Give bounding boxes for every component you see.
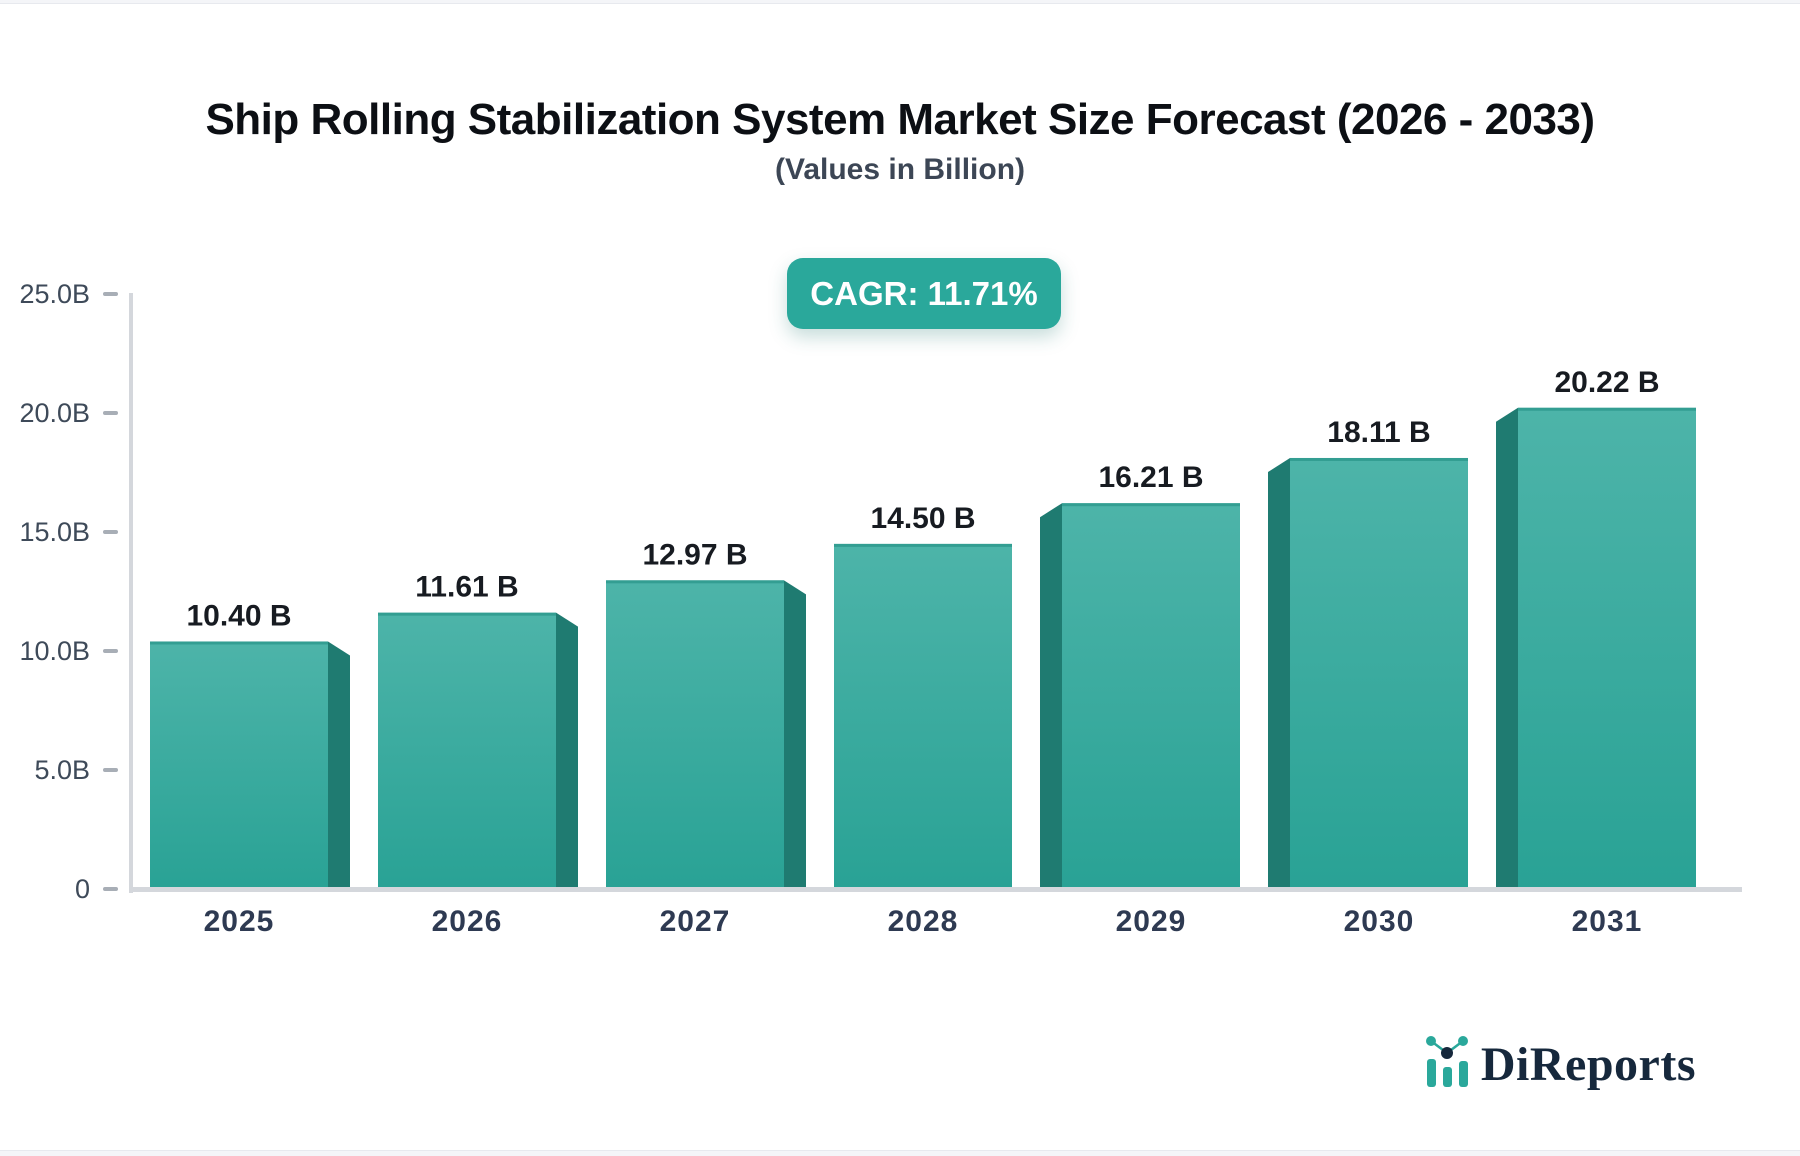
y-tick-mark	[103, 530, 118, 534]
y-tick-label: 10.0B	[19, 636, 90, 666]
bar-top-edge	[1290, 457, 1468, 461]
cagr-badge-label: CAGR: 11.71%	[810, 274, 1038, 312]
bar-2031	[1518, 407, 1696, 889]
bar-top-edge	[1518, 407, 1696, 411]
bar-side-face	[1496, 407, 1518, 889]
bar-side-face	[1040, 503, 1062, 889]
x-axis-label: 2031	[1572, 905, 1643, 938]
x-axis-label: 2026	[432, 905, 503, 938]
y-tick-label: 15.0B	[19, 517, 90, 547]
bar-top-edge	[1062, 503, 1240, 507]
y-tick-label: 20.0B	[19, 398, 90, 428]
x-axis-label: 2025	[204, 905, 275, 938]
bar-value-label: 12.97 B	[642, 538, 747, 571]
y-tick-label: 5.0B	[34, 755, 90, 785]
y-tick-mark	[103, 411, 118, 415]
bar-2029	[1062, 503, 1240, 889]
direports-logo-text: DiReports	[1480, 1038, 1696, 1091]
y-tick-label: 0	[75, 874, 90, 904]
bar-2025	[150, 641, 328, 889]
x-axis-line	[129, 887, 1742, 892]
bar-2026	[378, 612, 556, 889]
chart-title: Ship Rolling Stabilization System Market…	[205, 95, 1595, 144]
x-axis-label: 2029	[1116, 905, 1187, 938]
bar-2030	[1290, 457, 1468, 889]
bar-value-label: 20.22 B	[1554, 366, 1659, 399]
bar-side-face	[556, 612, 578, 889]
y-axis-line	[129, 293, 133, 893]
bar-top-edge	[150, 641, 328, 645]
x-axis-label: 2027	[660, 905, 731, 938]
direports-logo-icon	[1425, 1036, 1468, 1087]
bar-top-edge	[378, 612, 556, 616]
direports-logo: DiReports	[1425, 1031, 1696, 1089]
y-tick-mark	[103, 649, 118, 653]
bar-value-label: 11.61 B	[415, 571, 518, 604]
bar-value-label: 10.40 B	[186, 599, 291, 632]
bar-value-label: 18.11 B	[1327, 416, 1430, 449]
chart-subtitle: (Values in Billion)	[774, 153, 1026, 186]
bar-top-edge	[834, 543, 1012, 547]
y-tick-label: 25.0B	[19, 279, 90, 309]
bar-2028	[834, 543, 1012, 889]
bar-side-face	[1268, 457, 1290, 889]
x-axis-label: 2028	[888, 905, 959, 938]
x-axis-label: 2030	[1344, 905, 1415, 938]
bottom-edge-divider	[0, 1150, 1800, 1151]
bar-side-face	[328, 641, 350, 889]
y-tick-mark	[103, 768, 118, 772]
bar-side-face	[784, 580, 806, 889]
bar-value-label: 14.50 B	[870, 502, 975, 535]
y-tick-mark	[103, 887, 118, 891]
y-tick-mark	[103, 292, 118, 296]
market-size-bar-chart: 25.0B 20.0B 15.0B 10.0B 5.0B 0 10.40 B 2025 11.6…	[19, 279, 1742, 938]
bar-value-label: 16.21 B	[1098, 461, 1203, 494]
top-edge-divider	[0, 3, 1800, 4]
bar-top-edge	[606, 580, 784, 584]
bar-2027	[606, 580, 784, 889]
cagr-badge: CAGR: 11.71%	[787, 258, 1061, 329]
